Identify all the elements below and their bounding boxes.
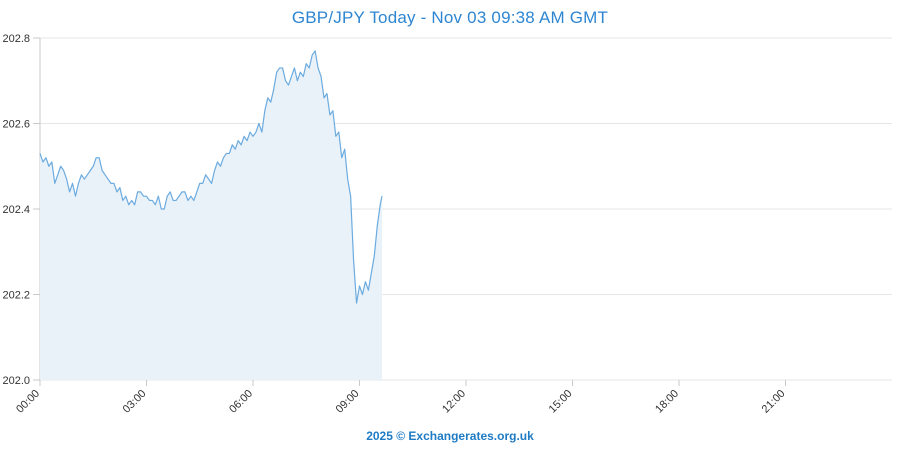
y-axis-label: 202.6: [2, 119, 30, 131]
x-axis-label: 18:00: [653, 388, 681, 416]
chart-title: GBP/JPY Today - Nov 03 09:38 AM GMT: [291, 8, 609, 27]
price-area-fill: [40, 50, 382, 380]
x-axis-label: 09:00: [334, 388, 362, 416]
x-axis-label: 06:00: [227, 388, 255, 416]
y-axis-label: 202.0: [2, 375, 30, 387]
y-axis-label: 202.2: [2, 290, 30, 302]
x-axis-label: 21:00: [760, 388, 788, 416]
footer-copyright-link[interactable]: 2025 © Exchangerates.org.uk: [366, 429, 534, 443]
y-axis-label: 202.4: [2, 204, 30, 216]
x-axis-label: 03:00: [121, 388, 149, 416]
footer: 2025 © Exchangerates.org.uk: [0, 429, 900, 443]
x-axis-label: 15:00: [547, 388, 575, 416]
x-axis-label: 12:00: [440, 388, 468, 416]
x-axis-label: 00:00: [14, 388, 42, 416]
price-line[interactable]: [39, 50, 383, 304]
y-axis-label: 202.8: [2, 33, 30, 45]
